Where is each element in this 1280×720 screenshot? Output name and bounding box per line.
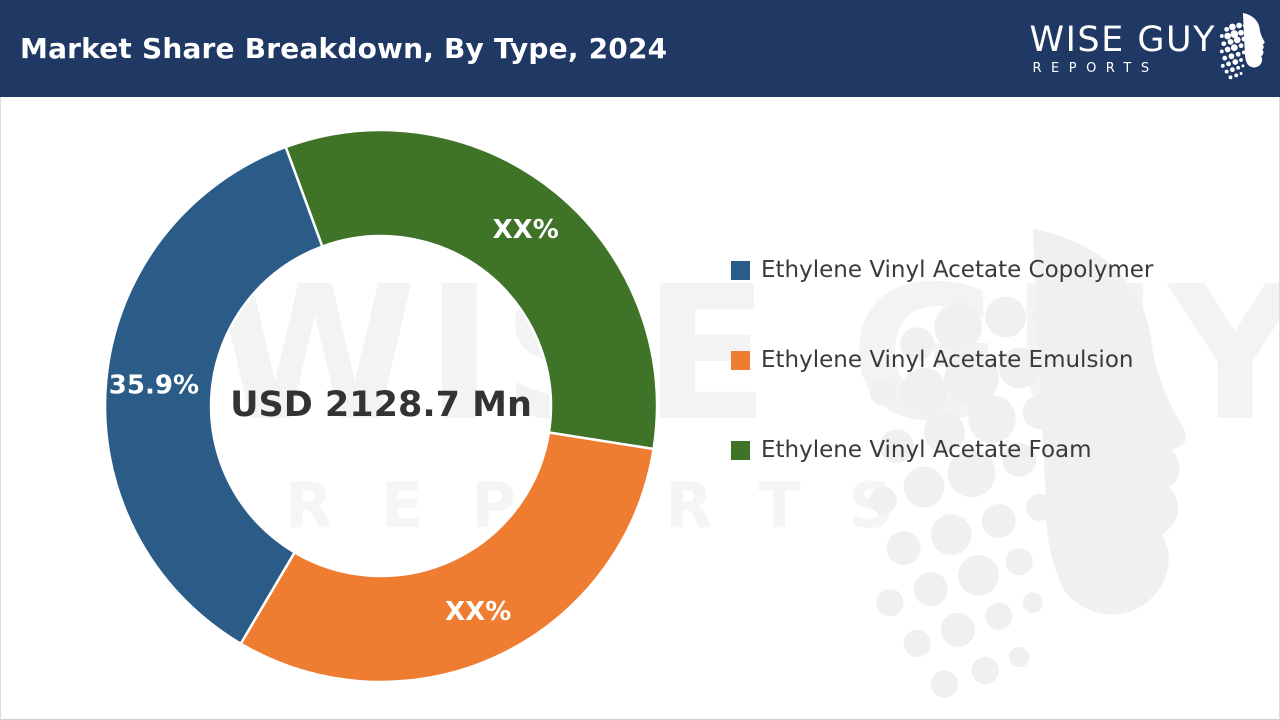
legend: Ethylene Vinyl Acetate Copolymer Ethylen… xyxy=(731,257,1153,527)
header: Market Share Breakdown, By Type, 2024 WI… xyxy=(0,0,1280,97)
chart-area: WISE GUY REPORTS XX%XX%35.9% USD 2128.7 … xyxy=(0,97,1280,720)
legend-item-foam: Ethylene Vinyl Acetate Foam xyxy=(731,437,1153,464)
legend-label-copolymer: Ethylene Vinyl Acetate Copolymer xyxy=(761,257,1154,283)
donut-segment-value-label-0: 35.9% xyxy=(109,370,199,400)
legend-item-emulsion: Ethylene Vinyl Acetate Emulsion xyxy=(731,347,1153,374)
donut-segment-2 xyxy=(284,128,659,451)
legend-swatch-copolymer xyxy=(731,261,750,280)
donut-segment-value-label-2: XX% xyxy=(493,215,559,245)
donut-segment-value-label-1: XX% xyxy=(445,597,511,627)
legend-swatch-foam xyxy=(731,441,750,460)
legend-label-emulsion: Ethylene Vinyl Acetate Emulsion xyxy=(761,347,1134,373)
page-title: Market Share Breakdown, By Type, 2024 xyxy=(20,32,668,65)
logo-text: WISE GUY REPORTS xyxy=(1029,22,1216,76)
logo-subtext: REPORTS xyxy=(1032,60,1159,76)
logo-wordmark: WISE GUY xyxy=(1029,20,1216,61)
donut-segment-0 xyxy=(103,145,324,646)
legend-swatch-emulsion xyxy=(731,351,750,370)
donut-chart: XX% XX% 35.9% xyxy=(103,128,659,684)
wiseguy-logo: WISE GUY REPORTS xyxy=(1029,7,1266,91)
donut-segment-1 xyxy=(238,431,656,684)
legend-item-copolymer: Ethylene Vinyl Acetate Copolymer xyxy=(731,257,1153,284)
logo-face-icon xyxy=(1219,12,1265,79)
legend-label-foam: Ethylene Vinyl Acetate Foam xyxy=(761,437,1092,463)
